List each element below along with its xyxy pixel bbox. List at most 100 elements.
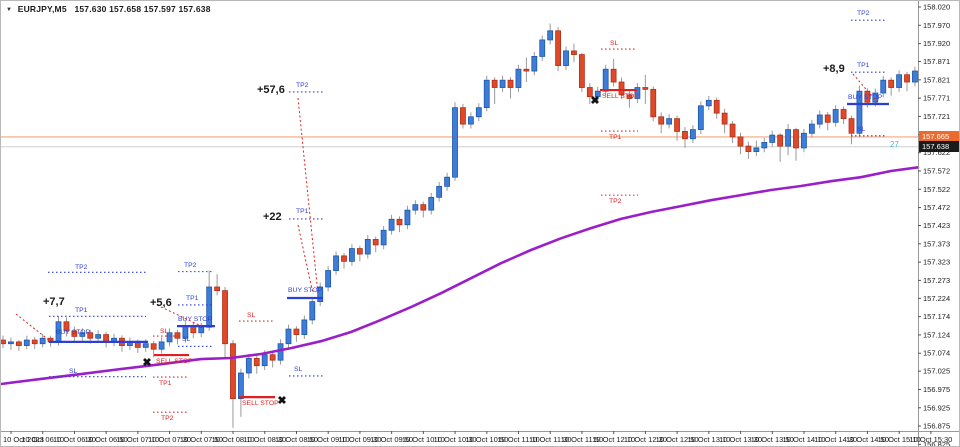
candle	[705, 95, 712, 111]
cancel-mark-1-cancel-icon[interactable]: ✖	[142, 357, 151, 369]
candle	[436, 181, 443, 202]
ma-line[interactable]	[1, 166, 920, 386]
candle	[697, 101, 704, 135]
candle	[301, 315, 308, 339]
trade6-sl-label[interactable]: SL	[857, 126, 866, 133]
trade-annotations: TP2 TP1 BUY STOP SL TP2 TP1 BUY STOP SL SL SELL S…	[15, 10, 889, 422]
candle	[824, 112, 831, 131]
time-tick-label: 10 Oct 10:10	[402, 435, 445, 444]
price-tick-label: 157.373	[923, 239, 950, 248]
candle	[666, 114, 673, 129]
trade5-tp1-label[interactable]: TP1	[609, 134, 622, 141]
price-tick-label: 156.925	[923, 403, 950, 412]
candle-body-bull	[515, 68, 522, 88]
time-tick-label: 10 Oct 11:50	[561, 435, 603, 444]
price-tick-label: 157.224	[923, 294, 950, 303]
candle	[840, 106, 847, 125]
trade5-tp2-label[interactable]: TP2	[609, 198, 622, 205]
candle-body-bull	[816, 114, 823, 125]
candle	[563, 46, 569, 70]
trade2-projection[interactable]	[156, 304, 202, 327]
price-tick-label: 157.771	[923, 94, 950, 103]
trade1-tp2-label[interactable]: TP2	[75, 264, 88, 271]
candle-body-bull	[404, 209, 411, 226]
candle	[499, 75, 506, 92]
symbol-dropdown-icon[interactable]: ▼	[6, 7, 13, 13]
candle-body-bull	[8, 341, 14, 345]
candle-body-bear	[793, 129, 799, 149]
trade2-sell-sl-label[interactable]: SL	[160, 328, 169, 335]
candle	[214, 274, 221, 296]
candle-body-bull	[563, 50, 569, 66]
candle	[571, 43, 577, 62]
trade4-sl-label[interactable]: SL	[294, 366, 303, 373]
trade2-sell-tp1-label[interactable]: TP1	[159, 380, 172, 387]
trade1-entry-label[interactable]: BUY STOP	[56, 329, 91, 336]
cancel-mark-3-cancel-icon[interactable]: ✖	[590, 95, 599, 107]
price-tick-label: 157.423	[923, 221, 950, 230]
candle	[912, 66, 918, 87]
candle	[293, 326, 300, 342]
candle-body-bear	[214, 286, 221, 292]
trade2-entry-label[interactable]: BUY STOP	[178, 316, 213, 323]
candle	[785, 124, 791, 156]
candle-body-bull	[237, 372, 244, 400]
candle	[198, 322, 205, 338]
trade2-tp1-label[interactable]: TP1	[186, 295, 199, 302]
trade2-sl-label[interactable]: SL	[182, 336, 191, 343]
trade6-tp1-label[interactable]: TP1	[857, 62, 870, 69]
candle	[808, 119, 815, 138]
trade3-sl-label[interactable]: SL	[247, 312, 256, 319]
candle	[888, 77, 895, 96]
candle	[1, 335, 6, 349]
candle-body-bear	[721, 112, 728, 125]
candle	[245, 353, 252, 379]
trade4-tp1-label[interactable]: TP1	[296, 208, 309, 215]
time-tick-label: 10 Oct 10:30	[434, 435, 477, 444]
time-tick-label: 10 Oct 14:10	[783, 435, 826, 444]
price-tick-label: 157.522	[923, 185, 950, 194]
candle	[111, 333, 117, 347]
trade6-entry-label[interactable]: BUY STOP	[848, 94, 883, 101]
cancel-mark-2-cancel-icon[interactable]: ✖	[277, 395, 286, 407]
candle-body-bear	[904, 74, 910, 83]
candle-body-bear	[87, 332, 94, 339]
time-tick-label: 10 Oct 09:30	[338, 435, 381, 444]
candle-body-bull	[634, 87, 641, 99]
time-tick-label: 10 Oct 08:30	[243, 435, 286, 444]
candle-body-bull	[166, 332, 173, 343]
trade5-entry-label[interactable]: SELL STOP	[602, 93, 639, 100]
trade1-tp1-label[interactable]: TP1	[75, 307, 88, 314]
trade6-tp2-label[interactable]: TP2	[857, 10, 870, 17]
trade3-entry-label[interactable]: SELL STOP	[242, 400, 279, 407]
candle-body-bull	[23, 339, 30, 346]
trade2-tp2-label[interactable]: TP2	[184, 262, 197, 269]
trade2-sell-entry-label[interactable]: SELL STOP	[156, 358, 193, 365]
trade4-projection-tp1[interactable]	[297, 224, 314, 295]
price-tick-label: 157.871	[923, 57, 950, 66]
candle-body-bull	[325, 270, 332, 288]
candle	[420, 201, 427, 218]
candle	[848, 115, 855, 145]
trade1-projection[interactable]	[15, 313, 51, 342]
trade2-sell-tp2-label[interactable]: TP2	[161, 415, 174, 422]
ohlc-values: 157.630 157.658 157.597 157.638	[74, 4, 211, 14]
candle	[95, 330, 102, 343]
candle	[103, 331, 109, 348]
trade4-entry-label[interactable]: BUY STOP	[288, 287, 323, 294]
candle-body-bear	[618, 81, 625, 96]
candle	[483, 75, 490, 112]
candle	[642, 74, 649, 104]
time-tick-label: 10 Oct 14:50	[846, 435, 889, 444]
trade4-projection-tp2[interactable]	[297, 97, 319, 295]
candle-body-bull	[467, 116, 474, 125]
time-tick-label: 10 Oct 08:10	[212, 435, 255, 444]
price-axis[interactable]	[919, 1, 959, 431]
trade6-projection[interactable]	[852, 73, 878, 103]
trade5-sl-label[interactable]: SL	[610, 40, 619, 47]
time-axis[interactable]	[1, 432, 959, 446]
trade1-sl-label[interactable]: SL	[69, 368, 78, 375]
trade4-tp2-label[interactable]: TP2	[296, 82, 309, 89]
